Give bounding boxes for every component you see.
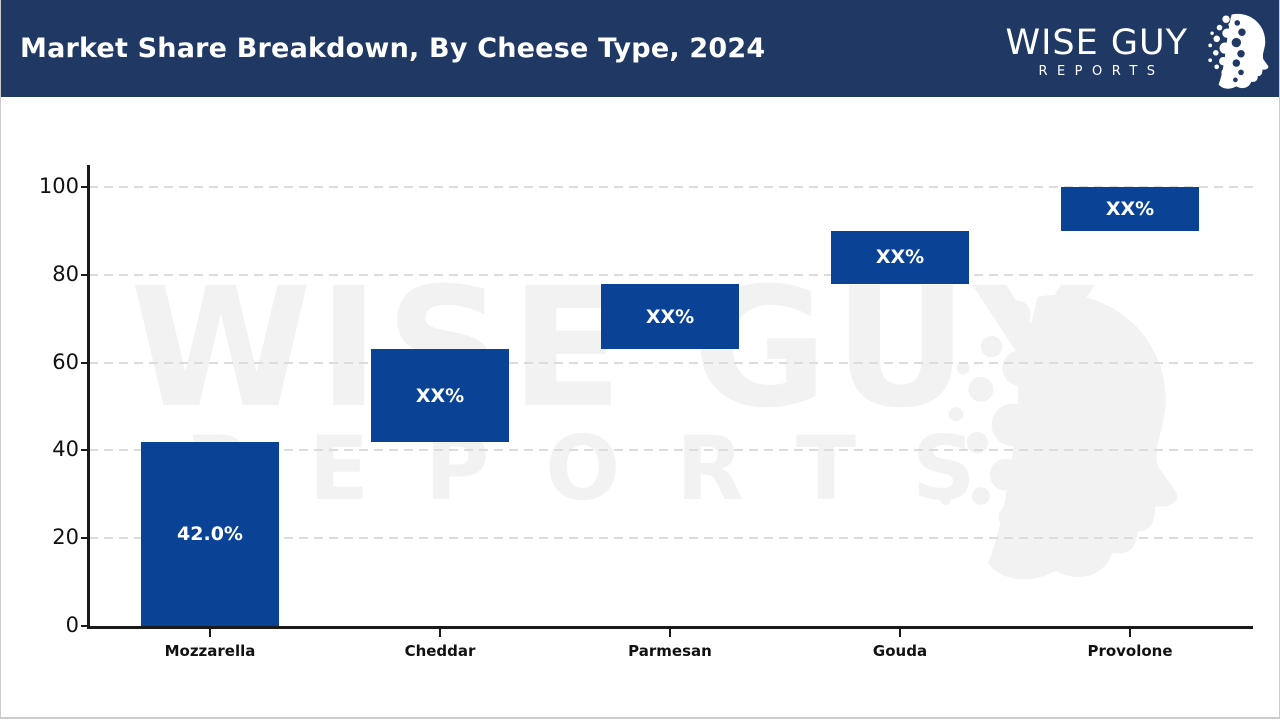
x-axis-tick-label: Cheddar (404, 642, 476, 660)
bar-value-label: 42.0% (177, 522, 243, 545)
bar-value-label: XX% (875, 246, 925, 269)
x-axis-tick (209, 628, 211, 637)
bar-mozzarella: 42.0% (141, 441, 279, 626)
brand-subname: REPORTS (1038, 63, 1165, 79)
y-axis-tick (81, 625, 89, 627)
y-axis-tick (81, 361, 89, 364)
bar-value-label: XX% (1105, 197, 1155, 220)
y-axis-tick (81, 186, 89, 188)
y-axis-tick (81, 449, 89, 452)
y-axis-tick-label: 60 (52, 349, 79, 374)
bar-parmesan: XX% (601, 283, 739, 350)
y-axis-tick-label: 100 (38, 174, 79, 198)
gridline (89, 537, 1253, 540)
brand-name: WISE GUY (1005, 23, 1188, 64)
bar-value-label: XX% (415, 384, 465, 407)
x-axis-tick (439, 628, 441, 637)
x-axis-tick (899, 628, 901, 637)
chart-title: Market Share Breakdown, By Cheese Type, … (20, 33, 766, 64)
brand-logo-text: WISE GUY REPORTS (1005, 25, 1188, 79)
x-axis-tick (669, 628, 671, 637)
x-axis-tick-label: Parmesan (628, 642, 712, 660)
y-axis-tick-label: 0 (65, 613, 79, 637)
x-axis-tick-label: Provolone (1087, 642, 1173, 660)
bar-provolone: XX% (1061, 187, 1199, 231)
watermark-head-profile-icon (860, 212, 1180, 656)
x-axis-line (87, 626, 1253, 629)
y-axis-tick-label: 80 (52, 261, 79, 286)
watermark-subtext: REPORTS (185, 417, 1032, 520)
y-axis-tick-label: 20 (52, 525, 79, 550)
x-axis-tick (1129, 628, 1131, 637)
y-axis-tick (81, 537, 89, 540)
head-profile-icon (1184, 8, 1270, 96)
bar-cheddar: XX% (371, 349, 509, 442)
x-axis-tick-label: Gouda (872, 642, 928, 660)
bar-gouda: XX% (831, 230, 969, 284)
brand-logo: WISE GUY REPORTS (1005, 8, 1270, 96)
x-axis-tick-label: Mozzarella (164, 642, 256, 660)
gridline (89, 449, 1253, 452)
header: Market Share Breakdown, By Cheese Type, … (0, 0, 1280, 97)
y-axis-tick (81, 273, 89, 276)
plot-area: WISE GUY REPORTS (0, 97, 1280, 720)
y-axis-line (87, 165, 90, 628)
y-axis-tick-label: 40 (52, 437, 79, 462)
bar-value-label: XX% (645, 305, 695, 328)
gridline (89, 273, 1253, 276)
gridline (89, 186, 1253, 188)
gridline (89, 361, 1253, 364)
